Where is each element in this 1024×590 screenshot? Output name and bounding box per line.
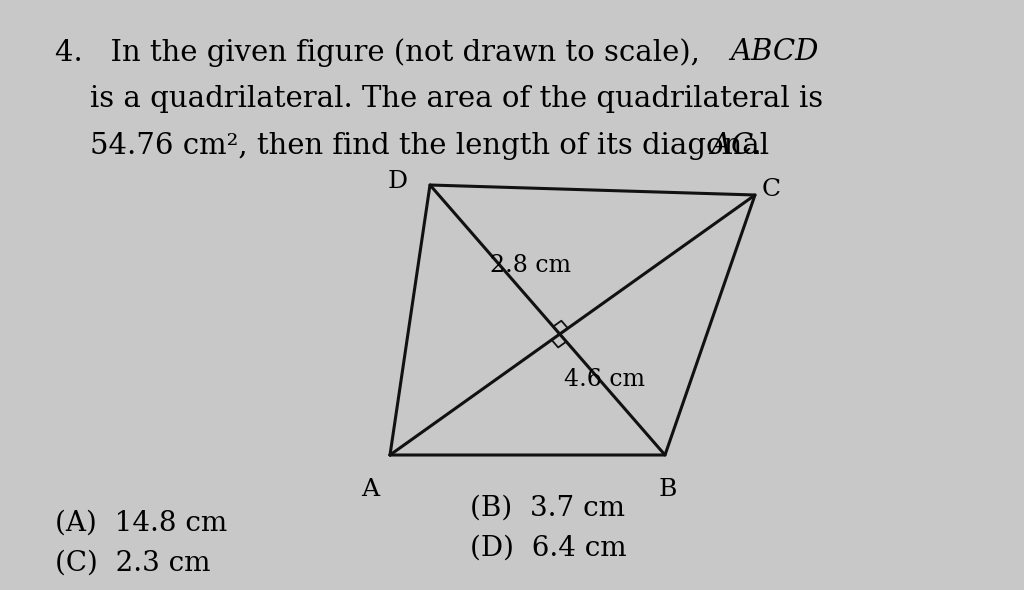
Text: is a quadrilateral. The area of the quadrilateral is: is a quadrilateral. The area of the quad…: [90, 85, 823, 113]
Text: 4.6 cm: 4.6 cm: [564, 369, 645, 392]
Text: ABCD: ABCD: [730, 38, 818, 66]
Text: (D)  6.4 cm: (D) 6.4 cm: [470, 535, 627, 562]
Text: 2.8 cm: 2.8 cm: [489, 254, 570, 277]
Text: (A)  14.8 cm: (A) 14.8 cm: [55, 510, 227, 537]
Text: D: D: [388, 171, 408, 194]
Text: B: B: [658, 478, 677, 501]
Text: (B)  3.7 cm: (B) 3.7 cm: [470, 495, 625, 522]
Text: AC.: AC.: [710, 132, 762, 160]
Text: 54.76 cm², then find the length of its diagonal: 54.76 cm², then find the length of its d…: [90, 132, 769, 160]
Text: (C)  2.3 cm: (C) 2.3 cm: [55, 550, 211, 577]
Text: A: A: [360, 478, 379, 501]
Text: C: C: [762, 179, 781, 202]
Text: 4.   In the given figure (not drawn to scale),: 4. In the given figure (not drawn to sca…: [55, 38, 699, 67]
